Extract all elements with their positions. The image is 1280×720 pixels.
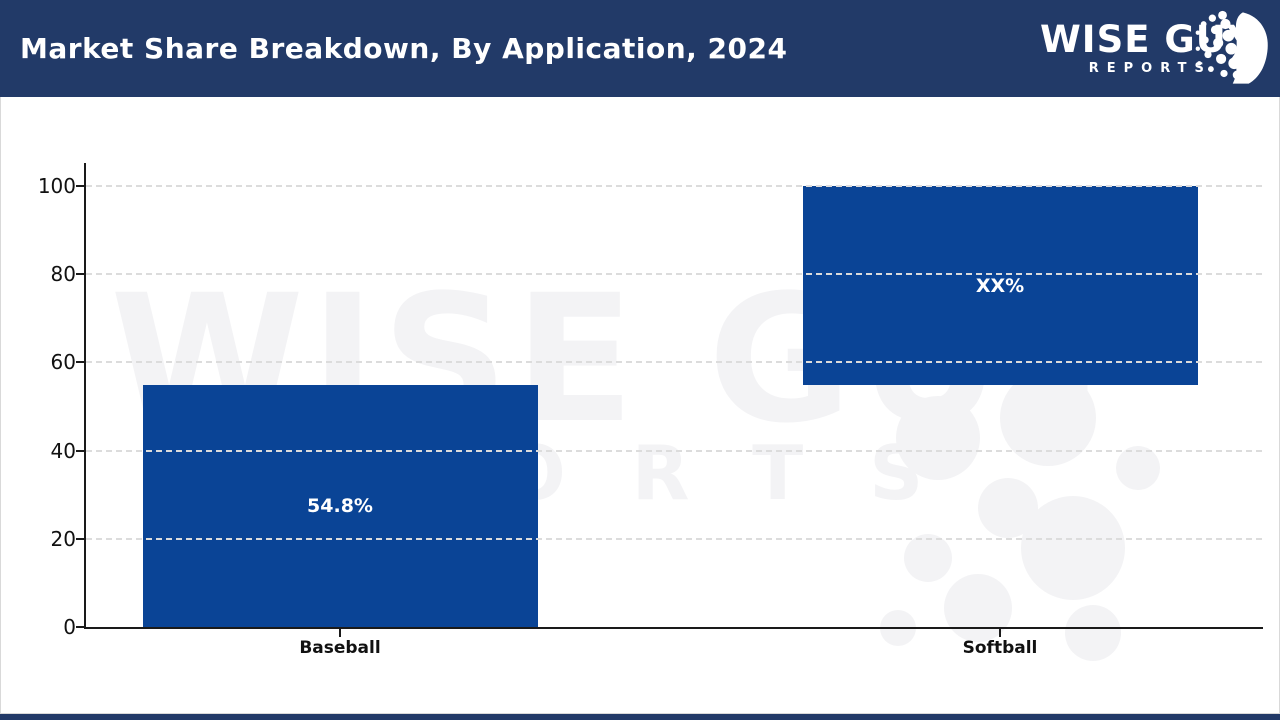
y-tick-label: 60: [50, 350, 76, 375]
y-tick-label: 100: [37, 174, 76, 198]
y-tick-mark: [76, 537, 84, 540]
y-tick-mark: [76, 361, 84, 364]
gridline-60: [86, 361, 1262, 364]
y-tick-mark: [76, 273, 84, 276]
bar-baseball: 54.8%: [142, 385, 538, 627]
footer-band: [0, 714, 1280, 720]
gridline-40: [86, 449, 1262, 452]
y-tick-label: 0: [63, 615, 76, 639]
y-tick-mark: [76, 449, 84, 452]
x-tick-mark: [999, 629, 1001, 637]
gridline-100: [86, 185, 1262, 187]
watermark-face-dots: [880, 378, 1160, 661]
logo-subtitle: REPORTS: [1088, 61, 1212, 76]
x-category-label: Baseball: [299, 638, 381, 658]
gridline-80: [86, 273, 1262, 276]
y-axis-line: [84, 163, 86, 629]
y-tick-label: 20: [50, 526, 76, 551]
x-category-label: Softball: [962, 638, 1038, 658]
y-tick-label: 40: [50, 438, 76, 463]
gridline-20: [86, 537, 1262, 540]
y-tick-label: 80: [50, 262, 76, 287]
bar-value-label: XX%: [975, 274, 1025, 297]
bar-softball: XX%: [802, 186, 1198, 386]
bar-value-label: 54.8%: [307, 495, 373, 518]
x-axis-line: [84, 627, 1263, 629]
header-band: Market Share Breakdown, By Application, …: [0, 0, 1280, 97]
y-tick-mark: [76, 626, 84, 628]
page-title: Market Share Breakdown, By Application, …: [20, 32, 788, 65]
wise-guy-logo: WISE GUY REPORTS: [1016, 6, 1268, 91]
wise-guy-face-icon: [1195, 10, 1268, 84]
x-tick-mark: [339, 629, 341, 637]
y-tick-mark: [76, 185, 84, 187]
